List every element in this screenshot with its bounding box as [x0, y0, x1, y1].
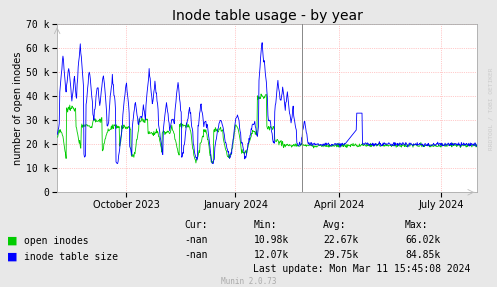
Text: RRDTOOL / TOBI OETIKER: RRDTOOL / TOBI OETIKER	[489, 68, 494, 150]
Text: 29.75k: 29.75k	[323, 250, 358, 260]
Text: ■: ■	[7, 236, 18, 246]
Text: Munin 2.0.73: Munin 2.0.73	[221, 277, 276, 286]
Text: 12.07k: 12.07k	[253, 250, 289, 260]
Text: 22.67k: 22.67k	[323, 234, 358, 245]
Text: 84.85k: 84.85k	[405, 250, 440, 260]
Text: 10.98k: 10.98k	[253, 234, 289, 245]
Text: open inodes: open inodes	[24, 236, 88, 246]
Text: inode table size: inode table size	[24, 252, 118, 262]
Text: ■: ■	[7, 252, 18, 262]
Text: Avg:: Avg:	[323, 220, 346, 230]
Title: Inode table usage - by year: Inode table usage - by year	[171, 9, 363, 23]
Text: Max:: Max:	[405, 220, 428, 230]
Y-axis label: number of open inodes: number of open inodes	[13, 52, 23, 165]
Text: -nan: -nan	[184, 250, 207, 260]
Text: Cur:: Cur:	[184, 220, 207, 230]
Text: Last update: Mon Mar 11 15:45:08 2024: Last update: Mon Mar 11 15:45:08 2024	[253, 264, 471, 274]
Text: -nan: -nan	[184, 234, 207, 245]
Text: Min:: Min:	[253, 220, 277, 230]
Text: 66.02k: 66.02k	[405, 234, 440, 245]
